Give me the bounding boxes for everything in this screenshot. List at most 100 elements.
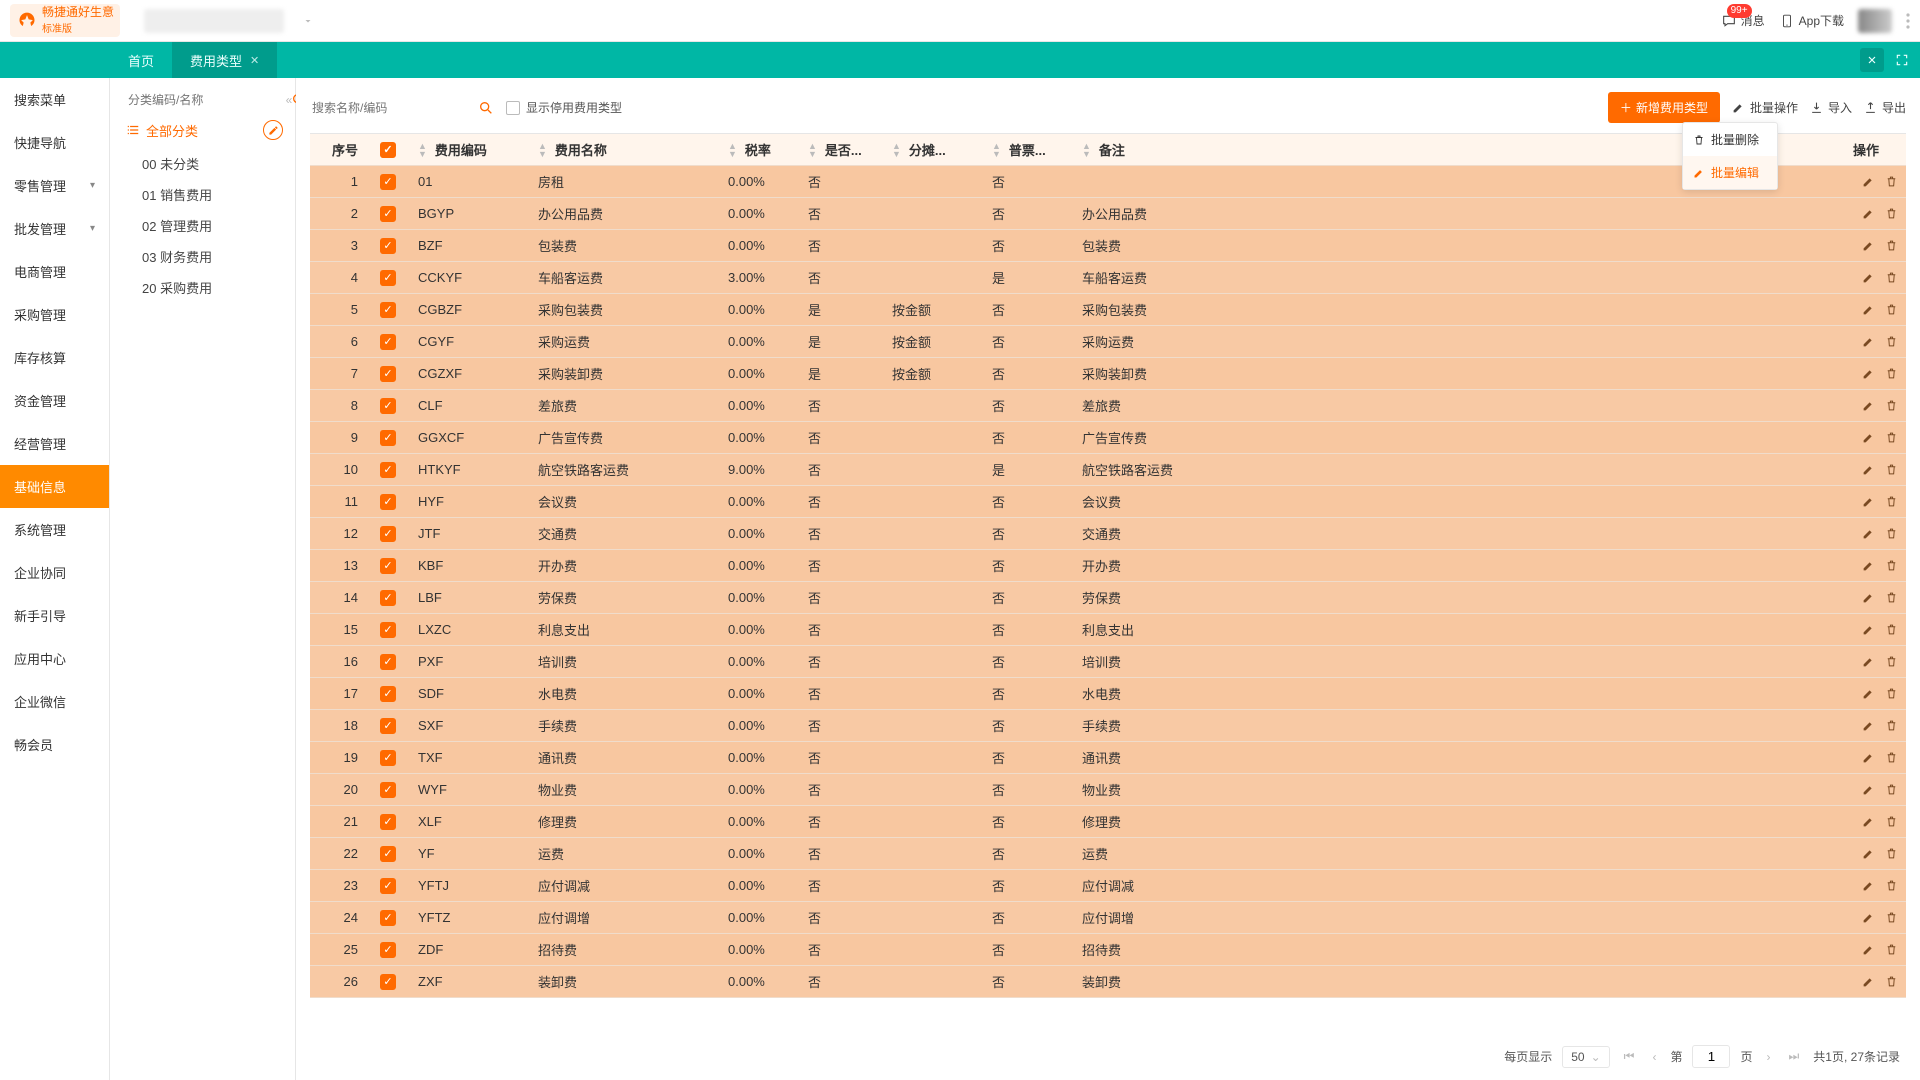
row-delete-button[interactable]	[1885, 335, 1898, 348]
col-bool1-header[interactable]: 是否...	[800, 134, 884, 166]
category-item-1[interactable]: 01 销售费用	[120, 179, 295, 210]
cell-checkbox[interactable]: ✓	[366, 390, 410, 422]
col-alloc-header[interactable]: 分摊...	[884, 134, 984, 166]
show-disabled-checkbox[interactable]: 显示停用费用类型	[506, 99, 622, 116]
search-input[interactable]	[310, 100, 470, 116]
table-row[interactable]: 13✓KBF开办费0.00%否否开办费	[310, 550, 1906, 582]
page-number-input[interactable]	[1692, 1045, 1730, 1068]
batch-delete-menuitem[interactable]: 批量删除	[1683, 123, 1777, 156]
row-edit-button[interactable]	[1862, 495, 1875, 508]
row-delete-button[interactable]	[1885, 623, 1898, 636]
close-icon[interactable]: ✕	[250, 54, 259, 67]
table-row[interactable]: 7✓CGZXF采购装卸费0.00%是按金额否采购装卸费	[310, 358, 1906, 390]
table-row[interactable]: 26✓ZXF装卸费0.00%否否装卸费	[310, 966, 1906, 998]
table-row[interactable]: 18✓SXF手续费0.00%否否手续费	[310, 710, 1906, 742]
sidebar-item-4[interactable]: 电商管理	[0, 250, 109, 293]
cell-checkbox[interactable]: ✓	[366, 486, 410, 518]
cell-checkbox[interactable]: ✓	[366, 582, 410, 614]
col-checkbox-header[interactable]: ✓	[366, 134, 410, 166]
sidebar-item-15[interactable]: 畅会员	[0, 723, 109, 766]
cell-checkbox[interactable]: ✓	[366, 518, 410, 550]
sidebar-item-11[interactable]: 企业协同	[0, 551, 109, 594]
row-delete-button[interactable]	[1885, 591, 1898, 604]
table-row[interactable]: 1✓01房租0.00%否否	[310, 166, 1906, 198]
cell-checkbox[interactable]: ✓	[366, 678, 410, 710]
table-row[interactable]: 21✓XLF修理费0.00%否否修理费	[310, 806, 1906, 838]
row-edit-button[interactable]	[1862, 335, 1875, 348]
batch-ops-button[interactable]: 批量操作	[1732, 99, 1798, 116]
page-next-button[interactable]: ›	[1762, 1050, 1774, 1064]
cell-checkbox[interactable]: ✓	[366, 966, 410, 998]
row-edit-button[interactable]	[1862, 719, 1875, 732]
cell-checkbox[interactable]: ✓	[366, 294, 410, 326]
row-delete-button[interactable]	[1885, 399, 1898, 412]
cell-checkbox[interactable]: ✓	[366, 710, 410, 742]
cell-checkbox[interactable]: ✓	[366, 774, 410, 806]
sidebar-item-7[interactable]: 资金管理	[0, 379, 109, 422]
sidebar-item-9[interactable]: 基础信息	[0, 465, 109, 508]
row-edit-button[interactable]	[1862, 559, 1875, 572]
table-row[interactable]: 8✓CLF差旅费0.00%否否差旅费	[310, 390, 1906, 422]
row-edit-button[interactable]	[1862, 367, 1875, 380]
row-edit-button[interactable]	[1862, 623, 1875, 636]
sidebar-item-1[interactable]: 快捷导航	[0, 121, 109, 164]
row-delete-button[interactable]	[1885, 783, 1898, 796]
row-delete-button[interactable]	[1885, 239, 1898, 252]
tab-close-all-button[interactable]	[1860, 48, 1884, 72]
cell-checkbox[interactable]: ✓	[366, 326, 410, 358]
sidebar-item-13[interactable]: 应用中心	[0, 637, 109, 680]
table-row[interactable]: 23✓YFTJ应付调减0.00%否否应付调减	[310, 870, 1906, 902]
page-prev-button[interactable]: ‹	[1648, 1050, 1660, 1064]
row-edit-button[interactable]	[1862, 687, 1875, 700]
table-row[interactable]: 14✓LBF劳保费0.00%否否劳保费	[310, 582, 1906, 614]
sidebar-item-6[interactable]: 库存核算	[0, 336, 109, 379]
tab-home[interactable]: 首页	[110, 42, 172, 78]
table-row[interactable]: 22✓YF运费0.00%否否运费	[310, 838, 1906, 870]
row-delete-button[interactable]	[1885, 655, 1898, 668]
tab-fee-type[interactable]: 费用类型 ✕	[172, 42, 277, 78]
category-item-4[interactable]: 20 采购费用	[120, 272, 295, 303]
cell-checkbox[interactable]: ✓	[366, 870, 410, 902]
table-row[interactable]: 5✓CGBZF采购包装费0.00%是按金额否采购包装费	[310, 294, 1906, 326]
sidebar-item-8[interactable]: 经营管理	[0, 422, 109, 465]
row-edit-button[interactable]	[1862, 207, 1875, 220]
table-row[interactable]: 24✓YFTZ应付调增0.00%否否应付调增	[310, 902, 1906, 934]
table-row[interactable]: 3✓BZF包装费0.00%否否包装费	[310, 230, 1906, 262]
cell-checkbox[interactable]: ✓	[366, 422, 410, 454]
col-name-header[interactable]: 费用名称	[530, 134, 720, 166]
row-delete-button[interactable]	[1885, 303, 1898, 316]
row-edit-button[interactable]	[1862, 751, 1875, 764]
fullscreen-icon[interactable]	[1890, 48, 1914, 72]
cell-checkbox[interactable]: ✓	[366, 358, 410, 390]
table-row[interactable]: 2✓BGYP办公用品费0.00%否否办公用品费	[310, 198, 1906, 230]
row-delete-button[interactable]	[1885, 911, 1898, 924]
col-idx-header[interactable]: 序号	[310, 134, 366, 166]
row-edit-button[interactable]	[1862, 655, 1875, 668]
cell-checkbox[interactable]: ✓	[366, 646, 410, 678]
sidebar-item-14[interactable]: 企业微信	[0, 680, 109, 723]
import-button[interactable]: 导入	[1810, 99, 1852, 116]
table-row[interactable]: 19✓TXF通讯费0.00%否否通讯费	[310, 742, 1906, 774]
row-delete-button[interactable]	[1885, 559, 1898, 572]
table-scroll[interactable]: 序号 ✓ 费用编码 费用名称 税率 是否... 分摊... 普票... 备注 操…	[310, 133, 1906, 1037]
sidebar-item-10[interactable]: 系统管理	[0, 508, 109, 551]
row-delete-button[interactable]	[1885, 975, 1898, 988]
batch-edit-menuitem[interactable]: 批量编辑	[1683, 156, 1777, 189]
app-download-button[interactable]: App下载	[1779, 12, 1844, 29]
search-icon[interactable]	[478, 100, 494, 116]
avatar[interactable]	[1858, 9, 1892, 33]
row-delete-button[interactable]	[1885, 271, 1898, 284]
category-all[interactable]: 全部分类	[120, 112, 295, 148]
col-code-header[interactable]: 费用编码	[410, 134, 530, 166]
row-delete-button[interactable]	[1885, 751, 1898, 764]
chevron-down-icon[interactable]	[302, 15, 314, 27]
row-edit-button[interactable]	[1862, 815, 1875, 828]
row-edit-button[interactable]	[1862, 271, 1875, 284]
row-delete-button[interactable]	[1885, 175, 1898, 188]
table-row[interactable]: 6✓CGYF采购运费0.00%是按金额否采购运费	[310, 326, 1906, 358]
row-delete-button[interactable]	[1885, 815, 1898, 828]
cell-checkbox[interactable]: ✓	[366, 166, 410, 198]
table-row[interactable]: 4✓CCKYF车船客运费3.00%否是车船客运费	[310, 262, 1906, 294]
more-icon[interactable]	[1906, 13, 1910, 29]
export-button[interactable]: 导出	[1864, 99, 1906, 116]
